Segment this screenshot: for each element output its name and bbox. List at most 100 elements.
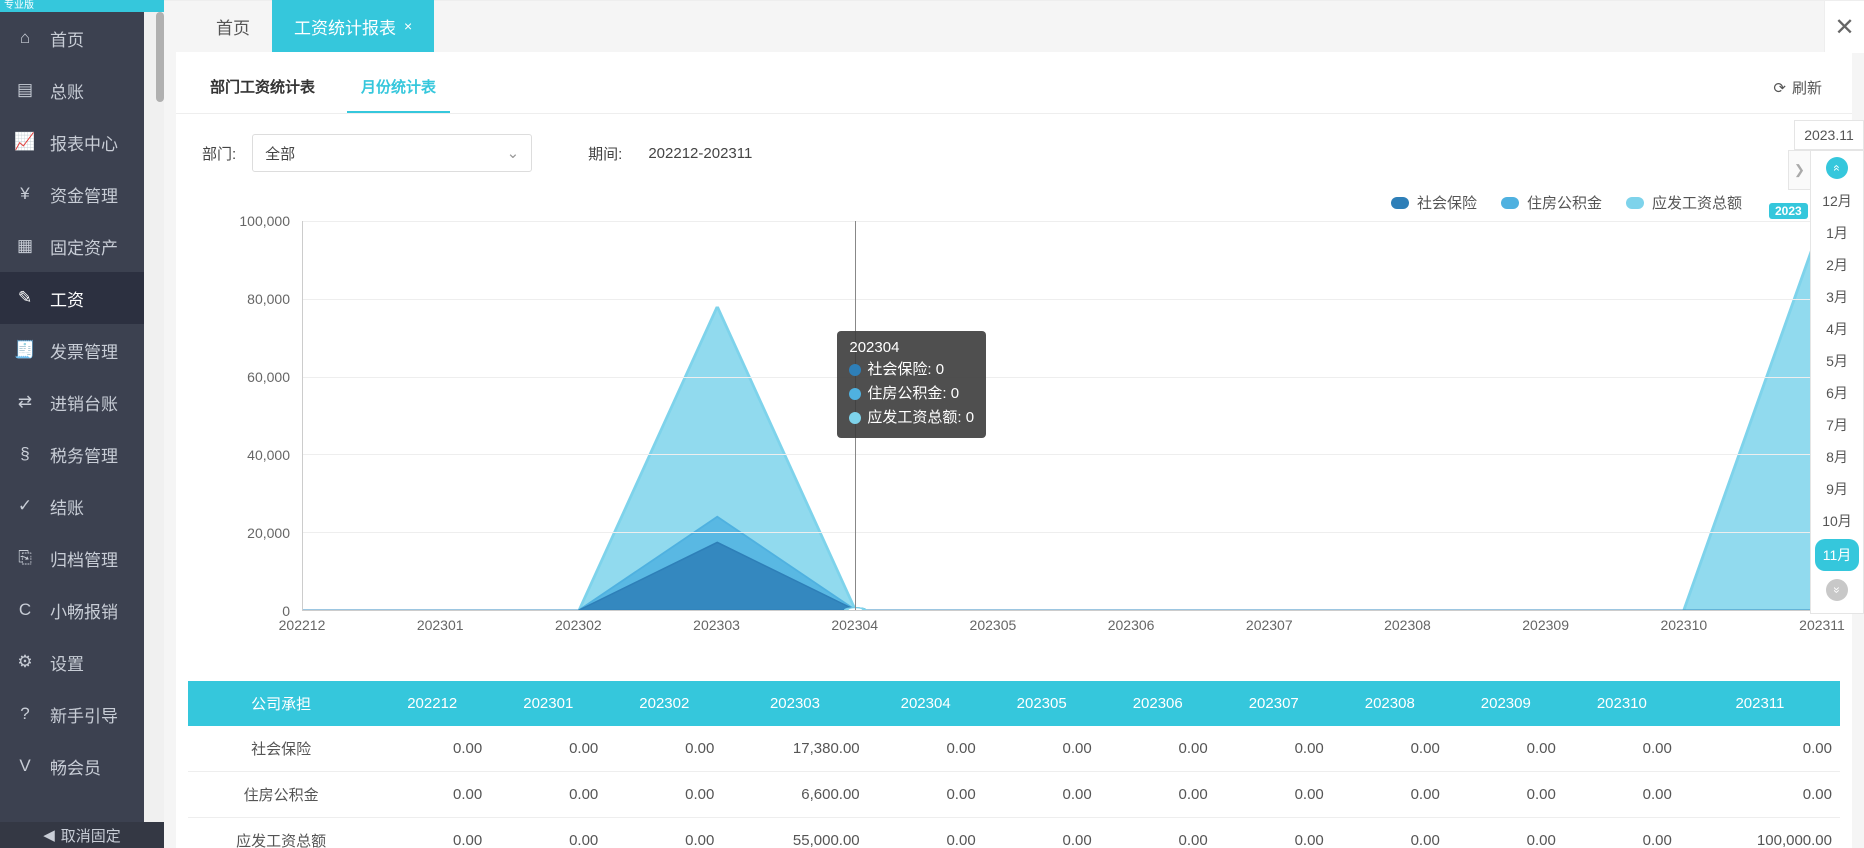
date-rail-month[interactable]: 7月: [1811, 409, 1863, 441]
sidebar-item-asset[interactable]: ▦固定资产: [0, 220, 164, 272]
sub-tab-1[interactable]: 月份统计表: [347, 62, 450, 113]
date-rail-month[interactable]: 1月: [1811, 217, 1863, 249]
date-rail-collapse-button[interactable]: ❯: [1788, 150, 1810, 190]
sidebar-scroll-thumb[interactable]: [156, 12, 164, 102]
x-tick: 202305: [970, 617, 1017, 633]
table-cell: 0.00: [1100, 726, 1216, 772]
dept-select[interactable]: 全部 ⌄: [252, 134, 532, 172]
tooltip-title: 202304: [849, 339, 974, 356]
table-cell: 0.00: [984, 818, 1100, 848]
sidebar-item-archive[interactable]: ⎘归档管理: [0, 532, 164, 584]
content-panel: 部门工资统计表月份统计表 ⟳ 刷新 部门: 全部 ⌄ 期间: 202212-20…: [176, 52, 1852, 848]
table-cell: 0.00: [984, 772, 1100, 818]
date-rail-year-badge: 2023: [1769, 203, 1808, 219]
legend-item[interactable]: 应发工资总额: [1626, 192, 1742, 213]
sidebar-item-vip[interactable]: V 畅会员: [0, 740, 164, 792]
table-cell: 0.00: [374, 818, 490, 848]
tax-icon: §: [14, 443, 36, 465]
legend-item[interactable]: 住房公积金: [1501, 192, 1602, 213]
date-rail-month[interactable]: 3月: [1811, 281, 1863, 313]
invoice-icon: 🧾: [14, 339, 36, 361]
table-cell: 0.00: [1216, 726, 1332, 772]
close-all-tabs-button[interactable]: ✕: [1824, 1, 1864, 53]
sub-tab-0[interactable]: 部门工资统计表: [196, 62, 329, 113]
tab-0[interactable]: 首页: [194, 0, 272, 52]
sidebar-item-report[interactable]: 📈报表中心: [0, 116, 164, 168]
date-rail-month[interactable]: 8月: [1811, 441, 1863, 473]
table-cell: 0.00: [868, 772, 984, 818]
x-tick: 202311: [1799, 617, 1845, 633]
tooltip-dot: [849, 412, 861, 424]
refresh-label: 刷新: [1792, 77, 1822, 98]
sidebar-item-label: 畅会员: [50, 754, 101, 779]
table-cell: 0.00: [1332, 818, 1448, 848]
date-rail-up-button[interactable]: «: [1826, 157, 1848, 179]
sidebar-item-fund[interactable]: ¥资金管理: [0, 168, 164, 220]
date-rail-month[interactable]: 2月: [1811, 249, 1863, 281]
sidebar-item-tax[interactable]: §税务管理: [0, 428, 164, 480]
sidebar-item-label: 结账: [50, 494, 84, 519]
sidebar-item-label: 首页: [50, 26, 84, 51]
legend-label: 住房公积金: [1527, 192, 1602, 213]
vip-icon: V: [14, 755, 36, 777]
y-tick: 100,000: [239, 213, 290, 229]
table-row: 住房公积金0.000.000.006,600.000.000.000.000.0…: [188, 772, 1840, 818]
x-tick: 202303: [693, 617, 740, 633]
refresh-button[interactable]: ⟳ 刷新: [1773, 77, 1822, 98]
date-rail-month[interactable]: 11月: [1815, 539, 1859, 571]
date-rail-month[interactable]: 10月: [1811, 505, 1863, 537]
sidebar-item-ledger[interactable]: ▤总账: [0, 64, 164, 116]
date-rail-current[interactable]: 2023.11: [1794, 120, 1864, 150]
table-cell: 0.00: [1564, 772, 1680, 818]
tab-1[interactable]: 工资统计报表×: [272, 0, 434, 52]
sidebar-item-salary[interactable]: ✎工资: [0, 272, 164, 324]
series-area: [303, 542, 1822, 610]
filters-row: 部门: 全部 ⌄ 期间: 202212-202311: [176, 114, 1852, 192]
tabs-bar: 首页工资统计报表× ✕: [164, 0, 1864, 52]
sidebar: 专业版 ⌂首页▤总账📈报表中心¥资金管理▦固定资产✎工资🧾发票管理⇄进销台账§税…: [0, 0, 164, 848]
date-rail-down-button[interactable]: »: [1826, 579, 1848, 601]
plot-area[interactable]: 202304社会保险: 0住房公积金: 0应发工资总额: 0: [302, 221, 1822, 611]
table-header-cell: 202307: [1216, 681, 1332, 726]
chart-plot-wrapper: 020,00040,00060,00080,000100,000 202304社…: [206, 221, 1822, 661]
table-cell: 0.00: [984, 726, 1100, 772]
sidebar-item-home[interactable]: ⌂首页: [0, 12, 164, 64]
sidebar-item-guide[interactable]: ?新手引导: [0, 688, 164, 740]
table-header-first: 公司承担: [188, 681, 374, 726]
table-cell: 0.00: [1216, 818, 1332, 848]
table-header-cell: 202310: [1564, 681, 1680, 726]
table-cell: 0.00: [1680, 726, 1840, 772]
y-tick: 20,000: [247, 525, 290, 541]
legend-item[interactable]: 社会保险: [1391, 192, 1477, 213]
table-cell: 0.00: [1680, 772, 1840, 818]
x-tick: 202307: [1246, 617, 1293, 633]
table-row: 社会保险0.000.000.0017,380.000.000.000.000.0…: [188, 726, 1840, 772]
table-cell: 0.00: [868, 726, 984, 772]
date-rail-month[interactable]: 4月: [1811, 313, 1863, 345]
tooltip-dot: [849, 364, 861, 376]
sidebar-item-close-acct[interactable]: ✓结账: [0, 480, 164, 532]
table-header-cell: 202311: [1680, 681, 1840, 726]
sidebar-item-invoice[interactable]: 🧾发票管理: [0, 324, 164, 376]
sidebar-item-reimburse[interactable]: C小畅报销: [0, 584, 164, 636]
date-rail-month[interactable]: 12月: [1811, 185, 1863, 217]
tooltip-dot: [849, 388, 861, 400]
archive-icon: ⎘: [14, 547, 36, 569]
table-cell: 55,000.00: [722, 818, 867, 848]
tooltip-row: 应发工资总额: 0: [849, 406, 974, 430]
date-rail-month[interactable]: 6月: [1811, 377, 1863, 409]
settings-icon: ⚙: [14, 651, 36, 673]
legend-label: 社会保险: [1417, 192, 1477, 213]
ledger-icon: ▤: [14, 79, 36, 101]
sidebar-item-settings[interactable]: ⚙设置: [0, 636, 164, 688]
table-header-cell: 202305: [984, 681, 1100, 726]
grid-line: [303, 221, 1822, 222]
date-rail-month[interactable]: 9月: [1811, 473, 1863, 505]
sidebar-item-stock[interactable]: ⇄进销台账: [0, 376, 164, 428]
tab-close-icon[interactable]: ×: [404, 18, 412, 34]
table-header-cell: 202302: [606, 681, 722, 726]
grid-line: [303, 532, 1822, 533]
sidebar-pin-toggle[interactable]: ◀ 取消固定: [0, 822, 164, 848]
date-rail-month[interactable]: 5月: [1811, 345, 1863, 377]
table-header-cell: 202309: [1448, 681, 1564, 726]
